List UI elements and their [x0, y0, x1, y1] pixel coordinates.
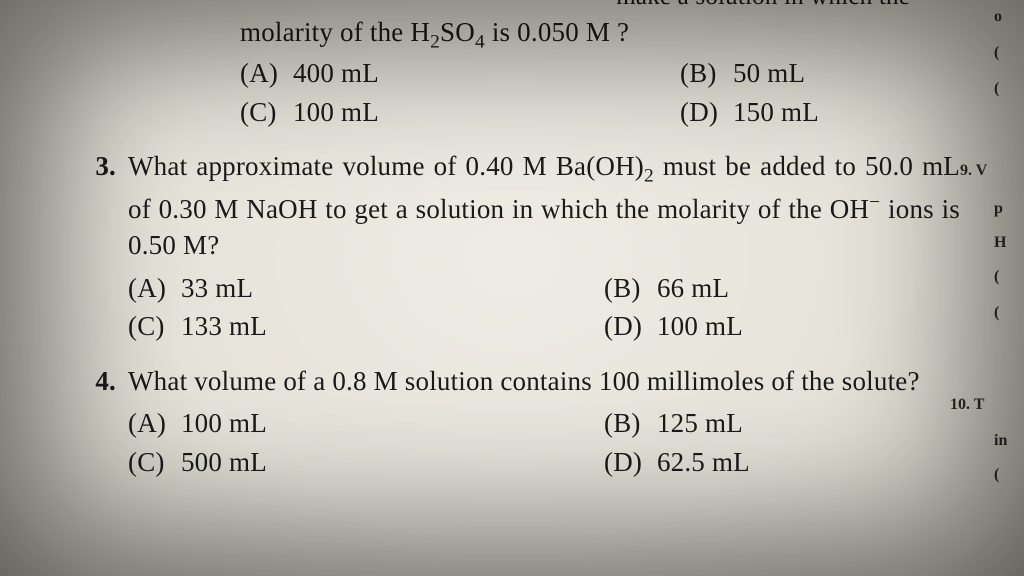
partial-stem-line2: molarity of the H2SO4 is 0.050 M ? [240, 14, 1000, 56]
question-options: (A) 33 mL (B) 66 mL (C) 133 mL (D) 100 m… [128, 270, 960, 345]
option-text: 500 mL [181, 447, 267, 477]
option-text: 33 mL [181, 273, 253, 303]
option-d: (D) 100 mL [604, 308, 960, 344]
edge-fragment: in [994, 432, 1007, 450]
option-text: 66 mL [657, 273, 729, 303]
option-text: 133 mL [181, 311, 267, 341]
question-4: 4. What volume of a 0.8 M solution conta… [60, 363, 1000, 480]
option-b: (B) 50 mL [680, 55, 1000, 91]
option-letter: (D) [604, 444, 650, 480]
question-body: What volume of a 0.8 M solution contains… [128, 363, 1000, 480]
edge-fragment: p [994, 200, 1003, 218]
option-text: 50 mL [733, 58, 805, 88]
option-letter: (A) [128, 270, 174, 306]
option-letter: (C) [128, 308, 174, 344]
option-letter: (C) [240, 94, 286, 130]
question-body: What approximate volume of 0.40 M Ba(OH)… [128, 148, 1000, 344]
option-c: (C) 500 mL [128, 444, 484, 480]
option-letter: (A) [240, 55, 286, 91]
option-a: (A) 400 mL [240, 55, 560, 91]
edge-fragment: o [994, 8, 1002, 26]
option-letter: (A) [128, 405, 174, 441]
option-letter: (C) [128, 444, 174, 480]
partial-options: (A) 400 mL (B) 50 mL (C) 100 mL (D) 150 … [240, 55, 1000, 130]
option-letter: (B) [604, 405, 650, 441]
edge-fragment: ( [994, 268, 999, 286]
option-text: 125 mL [657, 408, 743, 438]
edge-fragment: ( [994, 466, 999, 484]
option-letter: (D) [680, 94, 726, 130]
question-options: (A) 100 mL (B) 125 mL (C) 500 mL (D) 62.… [128, 405, 960, 480]
option-a: (A) 100 mL [128, 405, 484, 441]
option-d: (D) 150 mL [680, 94, 1000, 130]
option-letter: (B) [680, 55, 726, 91]
option-text: 100 mL [181, 408, 267, 438]
option-text: 400 mL [293, 58, 379, 88]
question-text: What approximate volume of 0.40 M Ba(OH)… [128, 148, 960, 264]
option-text: 62.5 mL [657, 447, 750, 477]
question-text: What volume of a 0.8 M solution contains… [128, 363, 960, 399]
option-text: 150 mL [733, 97, 819, 127]
edge-fragment: 9. V [960, 162, 987, 180]
option-b: (B) 66 mL [604, 270, 960, 306]
option-c: (C) 133 mL [128, 308, 484, 344]
question-number: 3. [60, 148, 128, 184]
option-c: (C) 100 mL [240, 94, 560, 130]
partial-question-top: make a solution in which the molarity of… [240, 0, 1000, 130]
edge-fragment: ( [994, 304, 999, 322]
page-content: make a solution in which the molarity of… [60, 0, 1000, 480]
partial-stem-line1: make a solution in which the [240, 0, 1000, 14]
option-a: (A) 33 mL [128, 270, 484, 306]
edge-fragment: ( [994, 44, 999, 62]
option-text: 100 mL [293, 97, 379, 127]
right-column-cutoff: o ( ( 9. V p H ( ( 10. T in ( [994, 0, 1024, 576]
edge-fragment: H [994, 234, 1006, 252]
option-text: 100 mL [657, 311, 743, 341]
question-number: 4. [60, 363, 128, 399]
edge-fragment: 10. T [950, 396, 984, 414]
option-d: (D) 62.5 mL [604, 444, 960, 480]
edge-fragment: ( [994, 80, 999, 98]
option-b: (B) 125 mL [604, 405, 960, 441]
question-3: 3. What approximate volume of 0.40 M Ba(… [60, 148, 1000, 344]
option-letter: (B) [604, 270, 650, 306]
option-letter: (D) [604, 308, 650, 344]
